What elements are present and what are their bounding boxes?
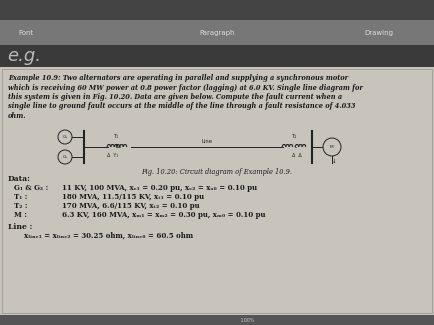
- FancyBboxPatch shape: [0, 315, 434, 325]
- Text: Paragraph: Paragraph: [199, 30, 235, 36]
- Circle shape: [58, 150, 72, 164]
- Text: Line: Line: [201, 139, 213, 144]
- Text: 6.3 KV, 160 MVA, xₘ₁ = xₘ₂ = 0.30 pu, xₘ₀ = 0.10 pu: 6.3 KV, 160 MVA, xₘ₁ = xₘ₂ = 0.30 pu, xₘ…: [62, 211, 266, 219]
- Text: G₁ & G₂ :: G₁ & G₂ :: [14, 184, 48, 192]
- FancyBboxPatch shape: [0, 0, 434, 20]
- Text: e.g.: e.g.: [7, 47, 41, 65]
- Text: Font: Font: [18, 30, 33, 36]
- Text: G₁: G₁: [62, 135, 68, 138]
- Text: 100%: 100%: [179, 318, 255, 322]
- FancyBboxPatch shape: [0, 45, 434, 67]
- Text: T₁: T₁: [115, 134, 120, 139]
- Text: Example 10.9: Two alternators are operating in parallel and supplying a synchron: Example 10.9: Two alternators are operat…: [8, 74, 348, 82]
- Text: T₁ :: T₁ :: [14, 193, 27, 201]
- Text: single line to ground fault occurs at the middle of the line through a fault res: single line to ground fault occurs at th…: [8, 102, 355, 110]
- Text: 180 MVA, 11.5/115 KV, xₜ₁ = 0.10 pu: 180 MVA, 11.5/115 KV, xₜ₁ = 0.10 pu: [62, 193, 204, 201]
- Text: G₂: G₂: [62, 154, 68, 159]
- Text: this system is given in Fig. 10.20. Data are given below. Compute the fault curr: this system is given in Fig. 10.20. Data…: [8, 93, 342, 101]
- Text: 170 MVA, 6.6/115 KV, xₜ₂ = 0.10 pu: 170 MVA, 6.6/115 KV, xₜ₂ = 0.10 pu: [62, 202, 200, 210]
- Circle shape: [323, 138, 341, 156]
- Text: 11 KV, 100 MVA, xₑ₁ = 0.20 pu, xₑ₂ = xₐ₀ = 0.10 pu: 11 KV, 100 MVA, xₑ₁ = 0.20 pu, xₑ₂ = xₐ₀…: [62, 184, 257, 192]
- Circle shape: [58, 130, 72, 144]
- FancyBboxPatch shape: [0, 67, 434, 315]
- Text: M: M: [330, 145, 334, 149]
- Text: ↓: ↓: [332, 159, 336, 164]
- Text: Δ  Y₁: Δ Y₁: [107, 153, 118, 158]
- Text: Δ  Δ: Δ Δ: [292, 153, 302, 158]
- Text: ohm.: ohm.: [8, 112, 26, 120]
- Text: xₗᵢₙₑ₁ = xₗᵢₙₑ₂ = 30.25 ohm, xₗᵢₙₑ₀ = 60.5 ohm: xₗᵢₙₑ₁ = xₗᵢₙₑ₂ = 30.25 ohm, xₗᵢₙₑ₀ = 60…: [24, 232, 193, 240]
- FancyBboxPatch shape: [0, 20, 434, 45]
- Text: Data:: Data:: [8, 175, 31, 183]
- Text: M :: M :: [14, 211, 27, 219]
- Text: Fig. 10.20: Circuit diagram of Example 10.9.: Fig. 10.20: Circuit diagram of Example 1…: [141, 168, 293, 176]
- Text: which is receiving 60 MW power at 0.8 power factor (lagging) at 6.0 KV. Single l: which is receiving 60 MW power at 0.8 po…: [8, 84, 363, 92]
- Text: Drawing: Drawing: [365, 30, 394, 36]
- Text: T₂ :: T₂ :: [14, 202, 27, 210]
- Text: Line :: Line :: [8, 223, 33, 231]
- Text: T₂: T₂: [293, 134, 298, 139]
